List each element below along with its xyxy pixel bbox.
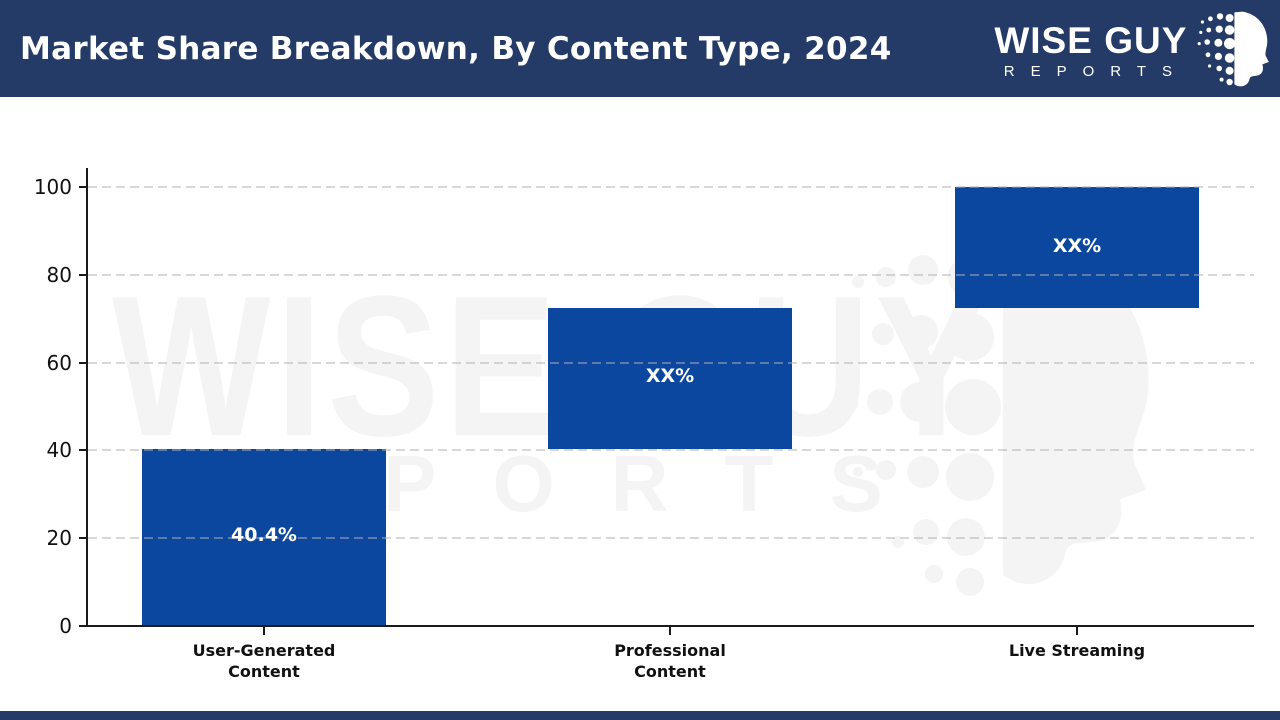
y-axis-tick-mark — [79, 449, 87, 452]
gridline — [88, 537, 1254, 540]
logo-wordmark: WISE GUY — [994, 19, 1188, 61]
header-band: Market Share Breakdown, By Content Type,… — [0, 0, 1280, 97]
bar-value-label: XX% — [645, 365, 695, 388]
y-axis-tick-label: 0 — [59, 614, 72, 638]
chart-title: Market Share Breakdown, By Content Type,… — [20, 30, 892, 67]
x-axis-category-label: User-Generated Content — [192, 641, 336, 681]
gridline — [88, 186, 1254, 188]
gridline — [88, 449, 1254, 452]
y-axis-tick-mark — [79, 186, 87, 188]
y-axis-tick-label: 100 — [33, 175, 72, 199]
logo-text: WISE GUY REPORTS — [994, 20, 1188, 80]
bar-value-label: XX% — [1052, 234, 1102, 257]
y-axis-tick-label: 80 — [46, 262, 72, 287]
y-axis-tick-mark — [79, 625, 87, 627]
brand-logo: WISE GUY REPORTS — [994, 2, 1272, 97]
y-axis-tick-label: 40 — [46, 438, 72, 463]
gridline — [88, 273, 1254, 276]
logo-tagline: REPORTS — [1003, 62, 1188, 80]
y-axis-tick-mark — [79, 361, 87, 364]
y-axis-tick-label: 20 — [46, 526, 72, 551]
head-profile-icon — [1197, 11, 1269, 86]
bar-segment — [548, 308, 792, 449]
bar-segment — [955, 187, 1199, 309]
bar-value-label: 40.4% — [231, 524, 297, 547]
y-axis-tick-label: 60 — [46, 350, 72, 375]
gridline — [88, 361, 1254, 364]
y-axis-tick-mark — [79, 273, 87, 276]
footer-band — [0, 711, 1280, 720]
y-axis-line — [86, 168, 88, 627]
x-axis-tick-mark — [669, 627, 671, 635]
x-axis-tick-mark — [263, 627, 265, 635]
watermark-head-profile-icon — [842, 252, 1149, 596]
y-axis-tick-mark — [79, 537, 87, 540]
x-axis-line — [86, 625, 1254, 627]
x-axis-category-label: Professional Content — [614, 641, 726, 681]
x-axis-category-label: Live Streaming — [1008, 641, 1146, 660]
x-axis-tick-mark — [1076, 627, 1078, 635]
